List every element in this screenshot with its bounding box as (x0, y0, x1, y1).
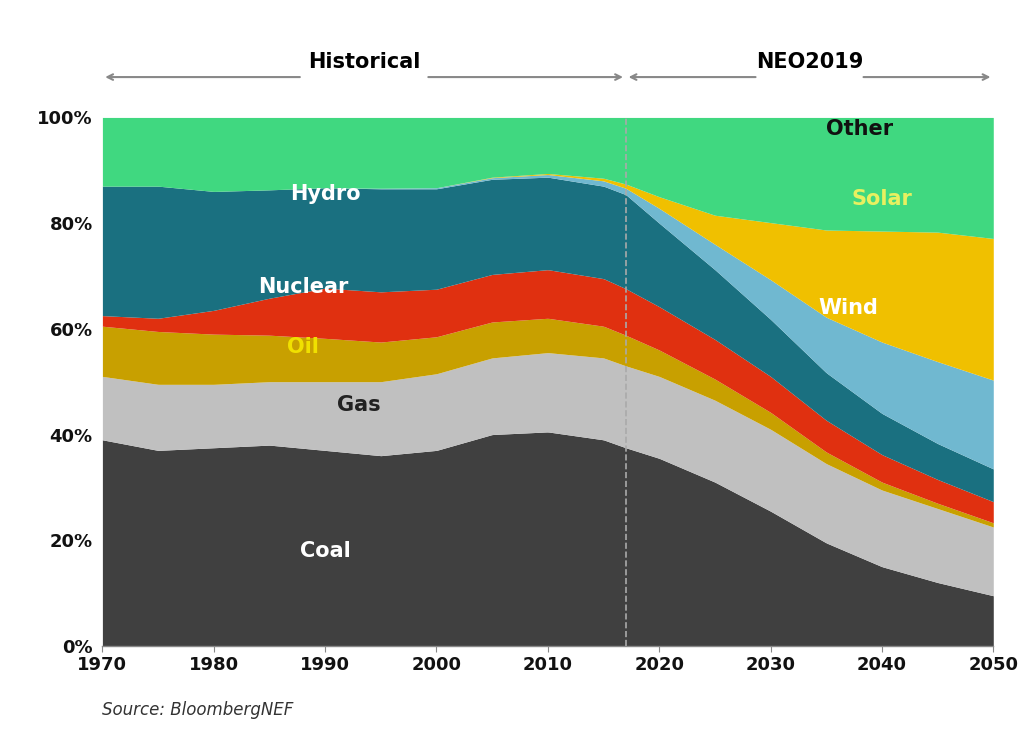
Text: Gas: Gas (337, 396, 380, 415)
Text: NEO2019: NEO2019 (756, 52, 863, 73)
Text: Oil: Oil (287, 338, 318, 357)
Text: Hydro: Hydro (290, 184, 360, 204)
Text: Wind: Wind (818, 298, 879, 318)
Text: Solar: Solar (852, 189, 912, 209)
Text: Historical: Historical (308, 52, 420, 73)
Text: Nuclear: Nuclear (258, 277, 348, 297)
Text: Source: BloombergNEF: Source: BloombergNEF (102, 701, 294, 719)
Text: Coal: Coal (300, 541, 350, 561)
Text: Other: Other (826, 119, 893, 139)
